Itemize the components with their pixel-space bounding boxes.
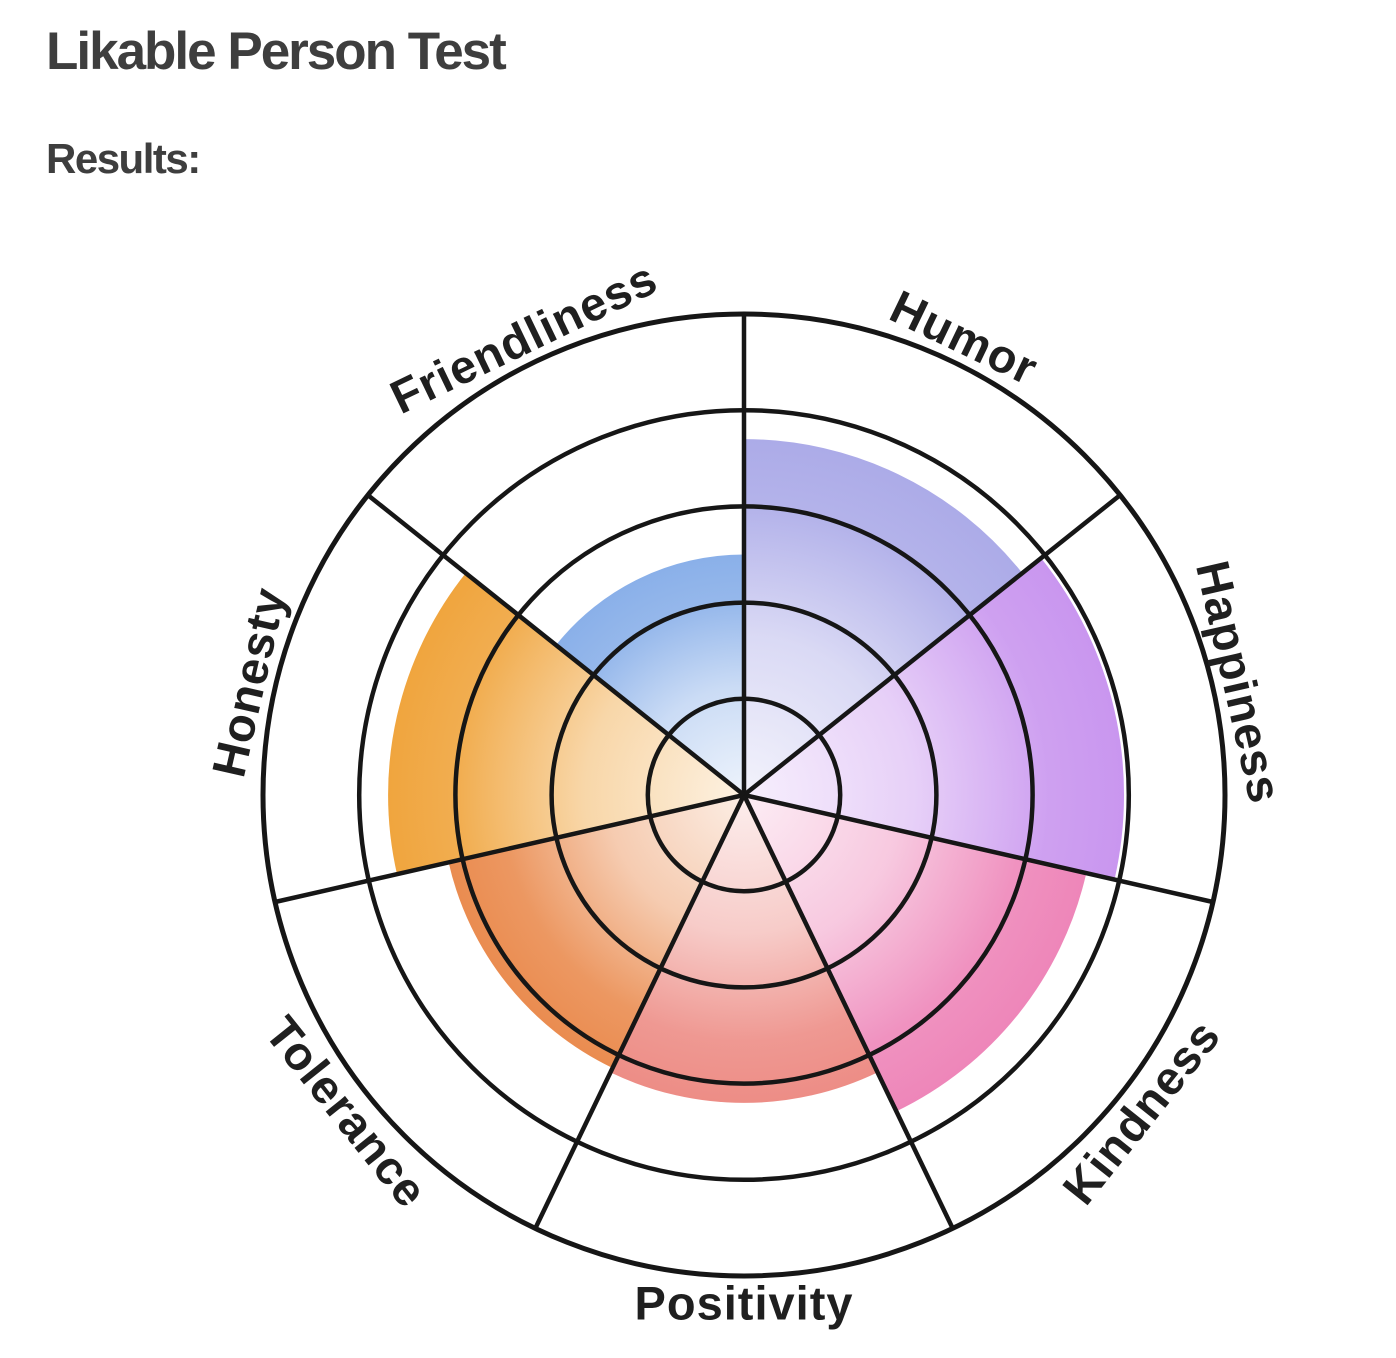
- sector-wedge-positivity: [610, 795, 878, 1103]
- grid-spoke-6: [366, 493, 746, 797]
- results-heading: Results:: [46, 135, 201, 182]
- grid-spoke-1: [742, 493, 1122, 797]
- page-title: Likable Person Test: [46, 22, 507, 81]
- grid-spoke-5: [274, 792, 745, 905]
- grid-spoke-4: [533, 794, 747, 1230]
- sector-wedge-humor: [744, 439, 1023, 795]
- category-label-happiness: Happiness: [1186, 556, 1293, 808]
- category-label-humor: Humor: [882, 279, 1046, 395]
- category-label-friendliness: Friendliness: [382, 251, 665, 424]
- category-label-tolerance: Tolerance: [255, 1006, 438, 1217]
- grid-spokes: [274, 314, 1214, 1230]
- sector-wedge-kindness: [744, 795, 1087, 1112]
- sector-wedges: [388, 439, 1125, 1112]
- sector-wedge-tolerance: [448, 795, 744, 1068]
- grid-spoke-3: [741, 794, 955, 1230]
- sector-wedge-friendliness: [556, 554, 744, 795]
- category-label-kindness: Kindness: [1052, 1009, 1230, 1214]
- category-label-positivity: Positivity: [635, 1276, 854, 1329]
- category-label-honesty: Honesty: [201, 582, 296, 781]
- grid-spoke-2: [743, 792, 1214, 905]
